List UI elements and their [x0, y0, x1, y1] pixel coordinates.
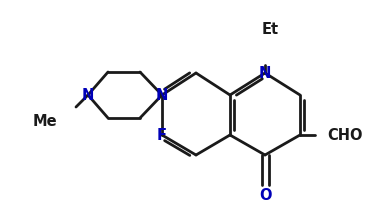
Text: Me: Me [33, 115, 57, 130]
Text: N: N [82, 88, 94, 102]
Text: O: O [259, 187, 271, 203]
Text: N: N [259, 65, 271, 80]
Text: N: N [156, 88, 168, 102]
Text: F: F [157, 127, 167, 143]
Text: Et: Et [261, 23, 279, 37]
Text: CHO: CHO [327, 127, 363, 143]
